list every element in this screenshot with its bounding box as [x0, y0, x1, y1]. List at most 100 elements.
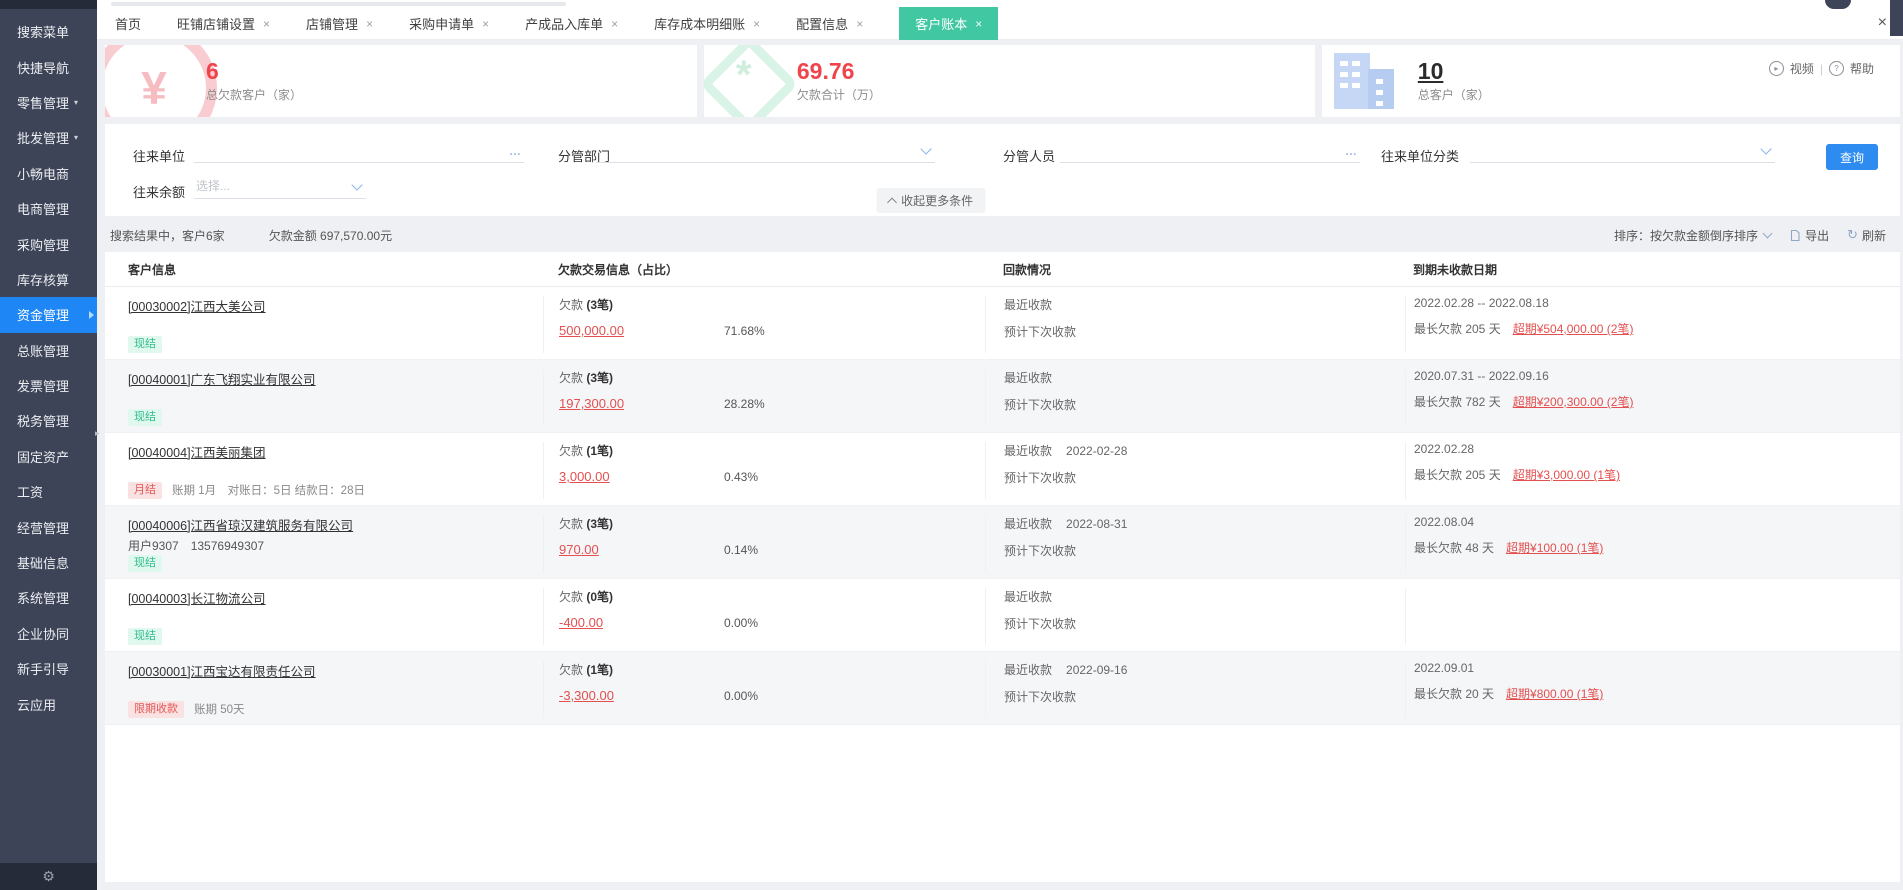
customer-contact: 用户9307 13576949307 — [128, 538, 265, 553]
sidebar-item-tax-mgmt[interactable]: 税务管理 — [0, 403, 97, 438]
sidebar-collapse-handle[interactable]: ▸ — [95, 428, 100, 438]
ellipsis-picker-icon[interactable]: … — [509, 144, 522, 158]
collapse-conditions-button[interactable]: 收起更多条件 — [876, 188, 986, 213]
ellipsis-picker-icon[interactable]: … — [1345, 144, 1358, 158]
overdue-line: 最长欠款 205 天超期¥3,000.00 (1笔) — [1414, 466, 1900, 483]
overdue-amount-link[interactable]: 超期¥200,300.00 (2笔) — [1512, 395, 1634, 409]
customer-link[interactable]: [00030001]江西宝达有限责任公司 — [128, 665, 316, 679]
sidebar-item-wholesale-mgmt[interactable]: 批发管理 ▾ — [0, 120, 97, 155]
person-filter-input[interactable]: … — [1060, 138, 1360, 163]
sidebar-item-cloud-apps[interactable]: 云应用 — [0, 686, 97, 721]
yen-coin-icon: ¥ — [105, 45, 217, 117]
unit-filter-input[interactable]: … — [194, 138, 524, 163]
customer-link[interactable]: [00030002]江西大美公司 — [128, 300, 266, 314]
sidebar-item-label: 总账管理 — [17, 343, 70, 359]
collapse-label: 收起更多条件 — [901, 194, 974, 208]
debt-amount-link[interactable]: -3,300.00 — [559, 688, 614, 703]
sidebar-item-quick-nav[interactable]: 快捷导航 — [0, 49, 97, 84]
tab-wangpu-shop-settings[interactable]: 旺铺店铺设置 × — [177, 7, 270, 40]
corner-strip — [1890, 0, 1903, 36]
tab-shop-mgmt[interactable]: 店铺管理 × — [306, 7, 373, 40]
customer-link[interactable]: [00040006]江西省琼汉建筑服务有限公司 — [128, 519, 354, 533]
debt-amount-link[interactable]: 197,300.00 — [559, 396, 625, 411]
close-tab-icon[interactable]: × — [753, 16, 761, 31]
sidebar-item-inventory-accounting[interactable]: 库存核算 — [0, 262, 97, 297]
close-tab-icon[interactable]: × — [482, 16, 490, 31]
sidebar-item-fixed-assets[interactable]: 固定资产 — [0, 439, 97, 474]
tab-purchase-request[interactable]: 采购申请单 × — [409, 7, 489, 40]
col-header-payment: 回款情况 — [1003, 262, 1052, 277]
close-tab-icon[interactable]: × — [263, 16, 271, 31]
customer-info-cell: [00030002]江西大美公司 现结 — [105, 296, 543, 353]
filter-label-dept: 分管部门 — [558, 149, 611, 164]
close-tab-icon[interactable]: × — [611, 16, 619, 31]
tab-finished-goods-inbound[interactable]: 产成品入库单 × — [525, 7, 618, 40]
divider: | — [1819, 61, 1823, 76]
customer-link[interactable]: [00040001]广东飞翔实业有限公司 — [128, 373, 316, 387]
tab-home[interactable]: 首页 — [115, 7, 141, 40]
video-link[interactable]: 视频 — [1789, 62, 1814, 76]
close-tab-icon[interactable]: × — [856, 16, 864, 31]
overdue-amount-link[interactable]: 超期¥504,000.00 (2笔) — [1512, 322, 1634, 336]
longest-debt-days: 最长欠款 20 天 — [1414, 687, 1495, 701]
sort-dropdown[interactable]: 排序：按欠款金额倒序排序 — [1614, 227, 1773, 244]
recent-payment-line: 最近收款 — [1004, 296, 1405, 313]
debt-amount-line: 197,300.00 28.28% — [559, 396, 985, 411]
help-link[interactable]: 帮助 — [1849, 62, 1874, 76]
sidebar-item-payroll[interactable]: 工资 — [0, 474, 97, 509]
sidebar-item-system-mgmt[interactable]: 系统管理 — [0, 580, 97, 615]
table-row: [00040006]江西省琼汉建筑服务有限公司 用户9307 1357694930… — [105, 506, 1900, 579]
gear-icon[interactable]: ⚙ — [42, 868, 55, 884]
tab-inventory-cost-detail[interactable]: 库存成本明细账 × — [654, 7, 760, 40]
debt-amount-line: -400.00 0.00% — [559, 615, 985, 630]
table-header-row: 客户信息 欠款交易信息（占比） 回款情况 到期未收款日期 — [105, 252, 1900, 287]
stat-card-debt-customers: ¥ 6 总欠款客户（家） — [105, 45, 697, 117]
sidebar-item-newbie-guide[interactable]: 新手引导 — [0, 651, 97, 686]
sidebar-item-base-info[interactable]: 基础信息 — [0, 545, 97, 580]
stat-card-debt-total: * 69.76 欠款合计（万） — [703, 45, 1315, 117]
chevron-down-icon[interactable] — [1760, 143, 1772, 155]
customer-link[interactable]: [00040003]长江物流公司 — [128, 592, 266, 606]
close-tab-icon[interactable]: × — [366, 16, 374, 31]
close-tab-icon[interactable]: × — [975, 16, 983, 31]
debt-amount-link[interactable]: -400.00 — [559, 615, 604, 630]
overdue-amount-link[interactable]: 超期¥3,000.00 (1笔) — [1512, 468, 1621, 482]
overdue-amount-link[interactable]: 超期¥800.00 (1笔) — [1506, 687, 1604, 701]
sidebar-footer[interactable]: ⚙ — [0, 863, 97, 890]
tabbar-scrollbar — [111, 2, 566, 6]
sidebar-item-purchase-mgmt[interactable]: 采购管理 — [0, 226, 97, 261]
category-filter-select[interactable] — [1470, 138, 1775, 163]
close-icon[interactable]: × — [1877, 14, 1887, 31]
sidebar-item-ecom-mgmt[interactable]: 电商管理 — [0, 191, 97, 226]
dept-filter-select[interactable] — [596, 138, 935, 163]
tab-label: 采购申请单 — [409, 17, 475, 32]
sidebar-item-search-menu[interactable]: 搜索菜单 — [0, 14, 97, 49]
customer-link[interactable]: [00040004]江西美丽集团 — [128, 446, 266, 460]
sidebar-item-operation-mgmt[interactable]: 经营管理 — [0, 509, 97, 544]
sidebar-item-invoice-mgmt[interactable]: 发票管理 — [0, 368, 97, 403]
sidebar-item-general-ledger[interactable]: 总账管理 — [0, 333, 97, 368]
chevron-down-icon[interactable] — [351, 179, 363, 191]
balance-filter-select[interactable]: 选择... — [194, 174, 366, 199]
filter-label-person: 分管人员 — [1003, 149, 1056, 164]
debt-label: 欠款 — [559, 298, 587, 312]
payment-term-tag: 现结 — [128, 554, 162, 572]
debt-count: (3笔) — [586, 371, 614, 385]
tab-customer-ledger[interactable]: 客户账本 × — [899, 7, 999, 40]
chevron-down-icon[interactable] — [920, 143, 932, 155]
debt-amount-link[interactable]: 970.00 — [559, 542, 599, 557]
debt-amount-link[interactable]: 500,000.00 — [559, 323, 625, 338]
sidebar-menu: 搜索菜单 快捷导航 零售管理 ▾ 批发管理 ▾ 小畅电商 电商管理 采购管理 库存核算 资金管理总账… — [0, 9, 97, 722]
overdue-amount-link[interactable]: 超期¥100.00 (1笔) — [1506, 541, 1604, 555]
search-button[interactable]: 查询 — [1826, 144, 1878, 170]
sidebar-item-funds-mgmt[interactable]: 资金管理 — [0, 297, 97, 333]
sidebar-item-xiaochang-ecom[interactable]: 小畅电商 — [0, 156, 97, 191]
refresh-button[interactable]: ↻ 刷新 — [1847, 227, 1886, 244]
sidebar-item-retail-mgmt[interactable]: 零售管理 ▾ — [0, 85, 97, 120]
debt-amount-link[interactable]: 3,000.00 — [559, 469, 610, 484]
sidebar-item-enterprise-collab[interactable]: 企业协同 — [0, 616, 97, 651]
tab-config-info[interactable]: 配置信息 × — [796, 7, 863, 40]
stat-value[interactable]: 10 — [1417, 57, 1444, 84]
sidebar-item-label: 批发管理 — [17, 131, 70, 147]
export-button[interactable]: 导出 — [1789, 227, 1829, 244]
